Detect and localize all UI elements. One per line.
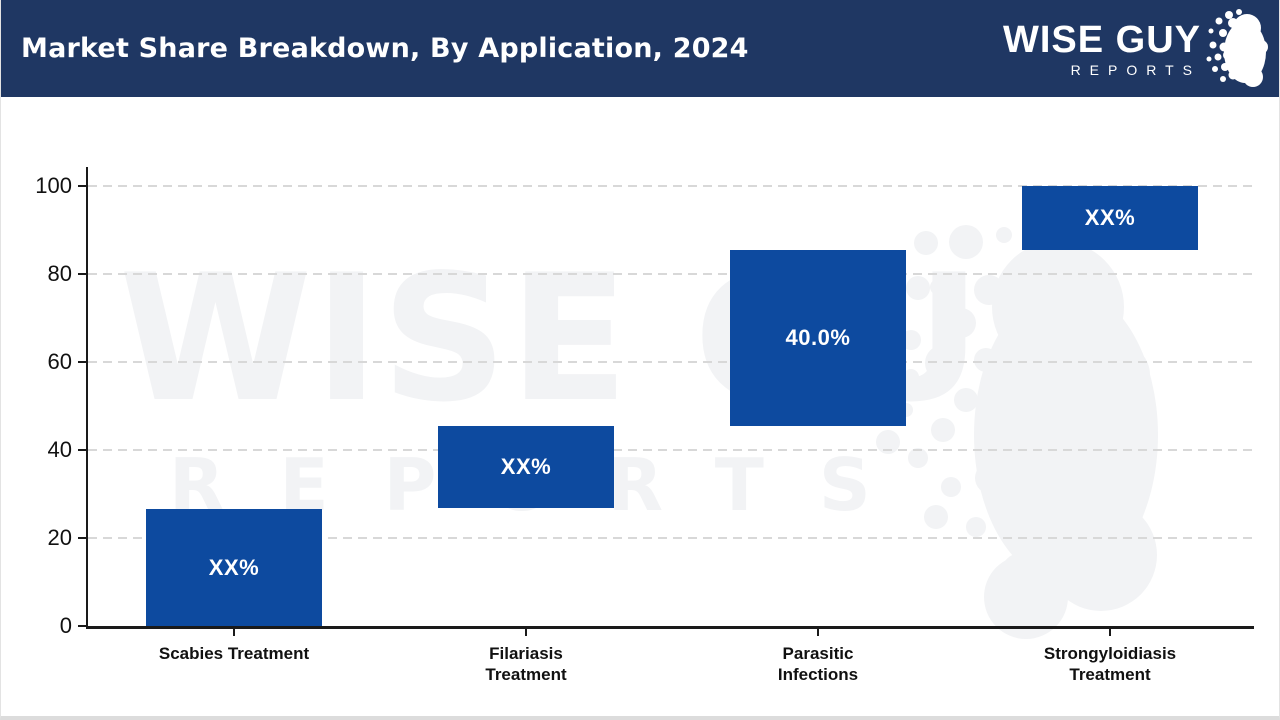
x-tick-mark-0: [233, 629, 235, 636]
bar-strongyloidiasis-treatment: XX%: [1022, 186, 1198, 250]
y-tick-label-100: 100: [35, 173, 72, 198]
plot-area: 0 20 40 60 80 100 XX% Scabies Treatment XX% Filar…: [35, 167, 1254, 684]
x-category-label-1: Filariasis Treatment: [485, 644, 567, 684]
y-tick-label-0: 0: [59, 613, 72, 638]
bar-parasitic-infections: 40.0%: [730, 249, 906, 426]
logo-subtitle: REPORTS: [1070, 61, 1201, 78]
x-category-label-0: Scabies Treatment: [158, 644, 310, 663]
y-tick-mark-40: [78, 449, 86, 451]
bar-value-label: 40.0%: [785, 324, 851, 350]
dotted-head-icon: [1206, 8, 1268, 87]
bar-filariasis-treatment: XX%: [438, 425, 614, 509]
gridline-40: [88, 449, 1254, 451]
gridline-100: [88, 185, 1254, 187]
x-category-label-2: Parasitic Infections: [777, 644, 859, 684]
x-category-label-3: Strongyloidiasis Treatment: [1043, 644, 1177, 684]
y-tick-label-60: 60: [47, 349, 72, 374]
header: Market Share Breakdown, By Application, …: [1, 0, 1279, 97]
bar-value-label: XX%: [500, 453, 552, 479]
y-tick-mark-100: [78, 185, 86, 187]
x-tick-mark-1: [525, 629, 527, 636]
logo-text: WISE GUY REPORTS: [1003, 20, 1201, 78]
bar-scabies-treatment: XX%: [146, 509, 322, 626]
gridline-80: [88, 273, 1254, 275]
y-tick-mark-80: [78, 273, 86, 275]
y-tick-mark-20: [78, 537, 86, 539]
bar-value-label: XX%: [208, 554, 260, 580]
page-title: Market Share Breakdown, By Application, …: [21, 33, 749, 64]
y-tick-label-20: 20: [47, 525, 72, 550]
y-tick-mark-0: [78, 625, 86, 627]
gridline-20: [88, 537, 1254, 539]
bar-value-label: XX%: [1084, 204, 1136, 230]
y-tick-label-40: 40: [47, 437, 72, 462]
logo-wordmark: WISE GUY: [1002, 18, 1201, 61]
y-tick-mark-60: [78, 361, 86, 363]
x-tick-mark-3: [1109, 629, 1111, 636]
y-tick-label-80: 80: [47, 261, 72, 286]
gridline-60: [88, 361, 1254, 363]
wise-guy-reports-logo: WISE GUY REPORTS: [1003, 7, 1269, 91]
x-tick-mark-2: [817, 629, 819, 636]
